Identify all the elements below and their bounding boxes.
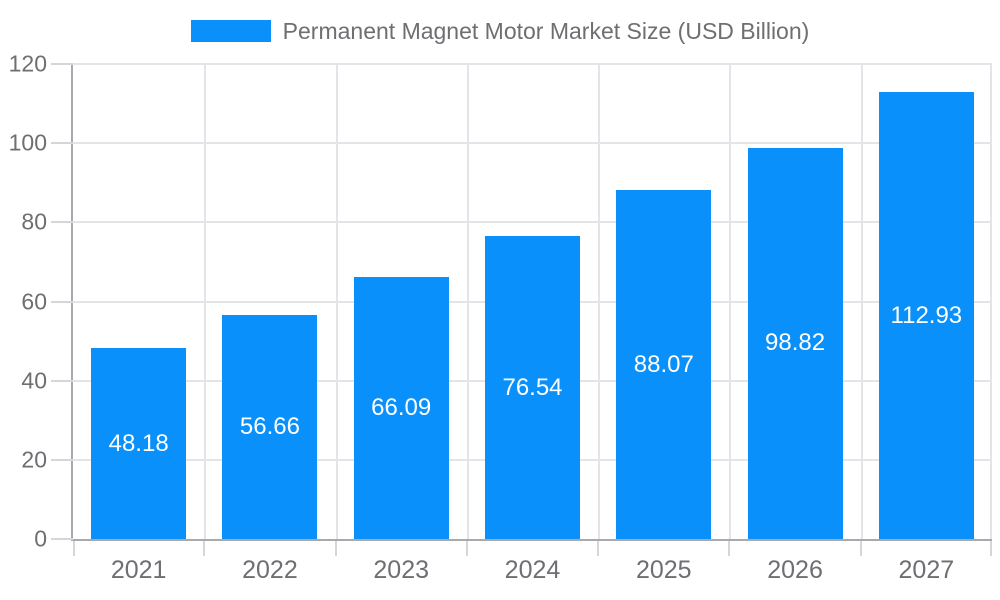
- y-axis-label: 100: [8, 129, 47, 156]
- x-axis-label-2021: 2021: [110, 556, 167, 584]
- y-axis-label: 120: [8, 50, 47, 77]
- y-axis-tick: [51, 538, 73, 540]
- x-axis-label-2022: 2022: [242, 556, 298, 584]
- bar-value-label: 98.82: [765, 329, 826, 357]
- x-axis-tick: [334, 541, 337, 556]
- y-axis-label: 80: [21, 208, 47, 235]
- y-axis-tick: [51, 300, 73, 303]
- x-axis-tick: [597, 541, 600, 556]
- bar-value-label: 112.93: [890, 301, 963, 329]
- bar-2025[interactable]: 88.07: [616, 190, 712, 539]
- bar-value-label: 66.09: [371, 394, 432, 422]
- y-axis-label: 0: [34, 525, 47, 552]
- bar-value-label: 88.07: [633, 350, 694, 378]
- bar-2021[interactable]: 48.18: [91, 348, 187, 539]
- y-axis-tick: [51, 63, 73, 65]
- x-axis-label-2025: 2025: [635, 556, 692, 584]
- gridline-vertical: [598, 64, 601, 539]
- gridline-vertical: [466, 64, 469, 539]
- y-axis-label: 60: [21, 288, 47, 314]
- bar-2023[interactable]: 66.09: [353, 277, 449, 539]
- x-axis-tick: [859, 541, 862, 556]
- y-axis-label: 40: [21, 367, 47, 394]
- legend-swatch-icon: [190, 20, 271, 42]
- gridline-horizontal: [73, 221, 992, 224]
- x-axis-label-2026: 2026: [767, 556, 823, 584]
- x-axis-tick: [73, 541, 75, 556]
- bar-2024[interactable]: 76.54: [485, 236, 580, 539]
- gridline-vertical: [990, 64, 992, 539]
- gridline-vertical: [860, 64, 863, 539]
- legend-label: Permanent Magnet Motor Market Size (USD …: [282, 18, 810, 44]
- bar-value-label: 76.54: [502, 373, 563, 401]
- gridline-vertical: [204, 64, 207, 539]
- y-axis-tick: [51, 221, 73, 224]
- bar-value-label: 48.18: [108, 429, 169, 457]
- plot-area: 0 20 40 60 80 100 120 48.18 2021 56.66 2022 66.09 20…: [9, 51, 992, 584]
- bar-value-label: 56.66: [239, 412, 300, 440]
- x-axis-label-2024: 2024: [504, 556, 561, 584]
- gridline-vertical: [335, 64, 338, 539]
- y-axis-label: 20: [21, 446, 47, 473]
- y-axis-tick: [51, 142, 73, 145]
- y-axis-tick: [51, 458, 73, 461]
- x-axis-tick: [728, 541, 731, 556]
- legend-item[interactable]: Permanent Magnet Motor Market Size (USD …: [0, 18, 1000, 44]
- gridline-horizontal: [73, 142, 992, 145]
- x-axis-label-2027: 2027: [898, 556, 955, 584]
- bar-2027[interactable]: 112.93: [878, 92, 974, 539]
- x-axis-tick: [203, 541, 206, 556]
- x-axis-tick: [465, 541, 468, 556]
- bar-2026[interactable]: 98.82: [747, 147, 843, 539]
- x-axis-tick: [990, 541, 992, 556]
- x-axis-label-2023: 2023: [373, 556, 430, 584]
- gridline-vertical: [729, 64, 732, 539]
- y-axis-tick: [51, 379, 73, 382]
- gridline-horizontal: [73, 63, 992, 65]
- bar-2022[interactable]: 56.66: [222, 314, 318, 539]
